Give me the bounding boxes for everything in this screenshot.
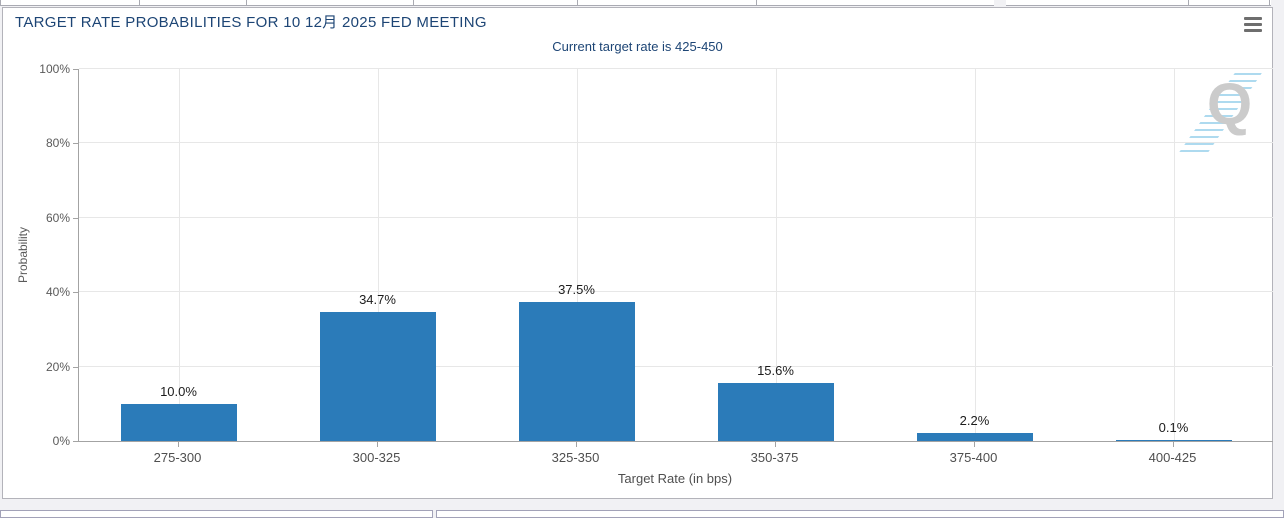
y-tick-label: 0% [52, 434, 70, 448]
y-gridline [79, 291, 1273, 293]
x-tick-mark [178, 442, 179, 447]
table-cell-divider [413, 0, 414, 5]
x-tick-mark [377, 442, 378, 447]
probability-bar[interactable] [519, 301, 635, 441]
table-gap [994, 0, 1006, 6]
y-tick-label: 80% [45, 136, 70, 151]
x-gridline [179, 69, 180, 441]
y-tick-label: 100% [39, 62, 70, 76]
y-tick-mark [73, 441, 78, 442]
probability-bar[interactable] [917, 432, 1033, 441]
y-tick-mark [73, 366, 78, 368]
cropped-table-edge [0, 0, 1271, 6]
x-gridline [378, 69, 379, 441]
plot-area: 10.0% 34.7% 37.5% 15.6% 2.2% 0.1% [78, 68, 1273, 442]
x-category-label: 350-375 [750, 450, 799, 465]
x-category-label: 400-425 [1148, 450, 1197, 465]
table-cell-divider [0, 0, 1, 5]
probability-bar[interactable] [718, 383, 834, 441]
table-cell-divider [246, 0, 247, 5]
x-category-label: 275-300 [153, 450, 202, 465]
bar-value-label: 10.0% [160, 383, 197, 399]
x-tick-mark [974, 442, 975, 447]
probability-bar[interactable] [1116, 440, 1232, 441]
x-category-label: 375-400 [949, 450, 998, 465]
x-category-label: 300-325 [352, 450, 401, 465]
table-cell-divider [1269, 0, 1270, 5]
y-axis-title: Probability [16, 226, 30, 284]
y-tick-label: 20% [45, 359, 70, 374]
bar-value-label: 2.2% [959, 412, 990, 428]
x-tick-mark [576, 442, 577, 447]
x-tick-mark [1173, 442, 1174, 447]
x-tick-mark [775, 442, 776, 447]
probability-bar[interactable] [320, 311, 436, 441]
watermark-q-logo-icon: Q [1207, 72, 1253, 137]
x-gridline [776, 69, 777, 441]
x-gridline [577, 69, 578, 441]
y-gridline [79, 365, 1273, 367]
y-tick-mark [73, 69, 78, 70]
table-cell-divider [1188, 0, 1189, 5]
y-tick-mark [73, 217, 78, 219]
y-tick-mark [73, 143, 78, 145]
bar-value-label: 15.6% [757, 362, 794, 378]
y-tick-label: 40% [45, 285, 70, 300]
y-gridline [79, 142, 1273, 144]
table-cell-divider [756, 0, 757, 5]
y-gridline [79, 68, 1273, 69]
x-gridline [1174, 69, 1175, 441]
table-cell-divider [577, 0, 578, 5]
x-gridline [975, 69, 976, 441]
hamburger-menu-icon[interactable] [1244, 17, 1262, 32]
bar-value-label: 0.1% [1158, 420, 1189, 435]
x-category-label: 325-350 [551, 450, 600, 465]
chart-subtitle: Current target rate is 425-450 [552, 39, 723, 54]
chart-title: TARGET RATE PROBABILITIES FOR 10 12月 202… [15, 14, 487, 31]
probability-bar[interactable] [121, 403, 237, 441]
bar-value-label: 37.5% [558, 281, 595, 297]
x-axis-title: Target Rate (in bps) [617, 471, 733, 486]
table-cell-divider [139, 0, 140, 5]
y-tick-label: 60% [45, 210, 70, 225]
y-tick-mark [73, 292, 78, 294]
bar-value-label: 34.7% [359, 291, 396, 307]
y-gridline [79, 216, 1273, 218]
fedwatch-chart-panel: TARGET RATE PROBABILITIES FOR 10 12月 202… [2, 7, 1273, 499]
